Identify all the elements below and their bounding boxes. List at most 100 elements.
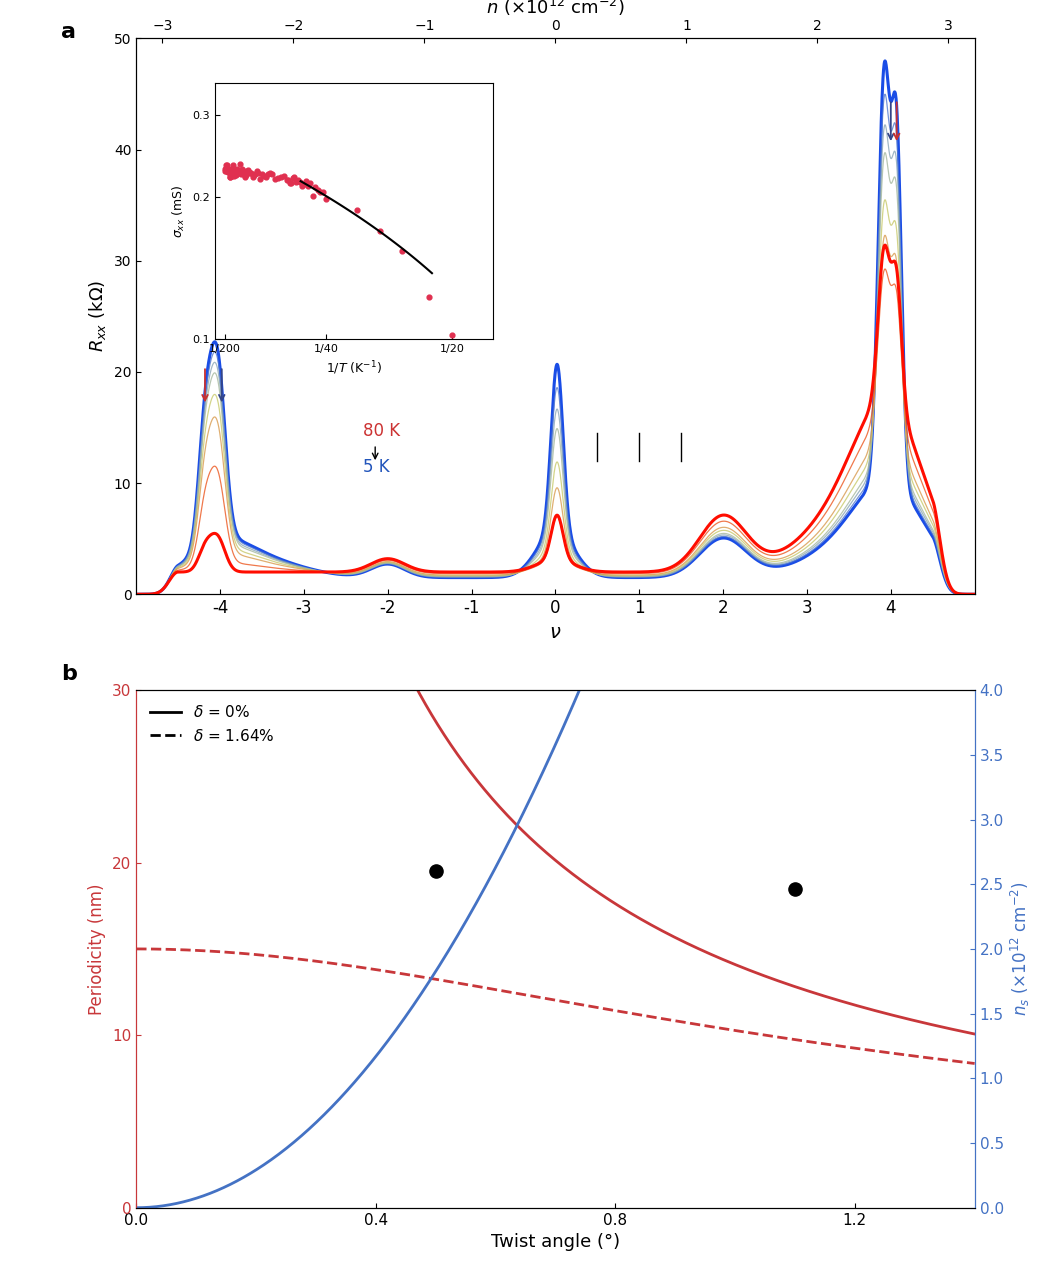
- X-axis label: Twist angle (°): Twist angle (°): [490, 1233, 620, 1251]
- Point: [230, 162, 246, 183]
- Point: [302, 173, 319, 193]
- Point: [284, 167, 301, 188]
- Point: [219, 162, 236, 183]
- Point: [217, 158, 234, 179]
- Point: [312, 181, 329, 202]
- Point: [269, 167, 286, 188]
- Point: [256, 166, 272, 187]
- Point: [318, 189, 334, 210]
- Point: [240, 161, 257, 181]
- Point: [236, 160, 253, 180]
- Point: [219, 157, 236, 178]
- Point: [279, 170, 296, 190]
- Point: [428, 861, 444, 882]
- Point: [222, 162, 239, 183]
- Point: [224, 165, 241, 185]
- Point: [289, 170, 306, 190]
- Point: [235, 164, 252, 184]
- Point: [276, 165, 292, 185]
- Point: [307, 176, 324, 197]
- Text: 5 K: 5 K: [363, 458, 389, 475]
- Point: [220, 158, 237, 179]
- Y-axis label: Periodicity (nm): Periodicity (nm): [88, 883, 107, 1015]
- Point: [293, 175, 310, 196]
- Point: [225, 160, 242, 180]
- Point: [245, 165, 262, 185]
- X-axis label: $\nu$: $\nu$: [549, 622, 562, 642]
- Point: [421, 286, 438, 307]
- Point: [233, 164, 249, 184]
- Point: [218, 155, 235, 175]
- Point: [221, 160, 238, 180]
- Point: [309, 179, 326, 199]
- Point: [291, 171, 308, 192]
- Point: [226, 162, 243, 183]
- Point: [218, 161, 235, 181]
- Point: [288, 171, 305, 192]
- Point: [393, 242, 410, 262]
- Point: [217, 161, 234, 181]
- Point: [234, 158, 250, 179]
- Point: [244, 166, 261, 187]
- Point: [222, 164, 239, 184]
- Point: [242, 162, 259, 183]
- Point: [232, 160, 248, 180]
- Point: [264, 164, 281, 184]
- Point: [238, 161, 255, 181]
- Point: [266, 169, 283, 189]
- Point: [262, 162, 279, 183]
- Legend: $\delta$ = 0%, $\delta$ = 1.64%: $\delta$ = 0%, $\delta$ = 1.64%: [144, 698, 281, 750]
- Point: [217, 158, 234, 179]
- Point: [272, 166, 289, 187]
- Point: [224, 155, 241, 175]
- Point: [231, 162, 247, 183]
- Text: 80 K: 80 K: [363, 423, 399, 441]
- Point: [230, 161, 246, 181]
- Point: [236, 166, 253, 187]
- Point: [220, 162, 237, 183]
- Point: [243, 164, 260, 184]
- Point: [283, 173, 300, 193]
- Point: [248, 161, 265, 181]
- Point: [223, 160, 240, 180]
- Point: [239, 160, 256, 180]
- Point: [247, 165, 264, 185]
- Point: [218, 161, 235, 181]
- Y-axis label: $\sigma_{xx}$ (mS): $\sigma_{xx}$ (mS): [171, 184, 187, 238]
- Point: [349, 199, 366, 220]
- Point: [257, 166, 274, 187]
- Y-axis label: $n_s$ ($\times$10$^{12}$ cm$^{-2}$): $n_s$ ($\times$10$^{12}$ cm$^{-2}$): [1009, 882, 1032, 1016]
- Point: [237, 165, 254, 185]
- Point: [259, 164, 276, 184]
- Point: [227, 165, 244, 185]
- Point: [298, 171, 314, 192]
- Point: [254, 164, 270, 184]
- Point: [227, 160, 244, 180]
- Point: [787, 878, 804, 898]
- Point: [280, 170, 297, 190]
- Point: [232, 153, 248, 174]
- Point: [226, 165, 243, 185]
- Point: [223, 164, 240, 184]
- Point: [304, 185, 321, 206]
- Text: a: a: [61, 22, 75, 42]
- Point: [225, 161, 242, 181]
- Y-axis label: $R_{xx}$ (k$\Omega$): $R_{xx}$ (k$\Omega$): [87, 280, 108, 353]
- X-axis label: 1/$T$ (K$^{-1}$): 1/$T$ (K$^{-1}$): [326, 359, 381, 377]
- Point: [221, 166, 238, 187]
- Point: [372, 221, 389, 242]
- Point: [252, 169, 268, 189]
- Text: b: b: [61, 665, 77, 684]
- Point: [220, 162, 237, 183]
- Point: [250, 162, 267, 183]
- Point: [286, 167, 303, 188]
- Point: [296, 174, 312, 194]
- Point: [228, 158, 245, 179]
- Point: [314, 181, 331, 202]
- X-axis label: $n$ ($\times$10$^{12}$ cm$^{-2}$): $n$ ($\times$10$^{12}$ cm$^{-2}$): [486, 0, 625, 18]
- Point: [300, 176, 316, 197]
- Point: [221, 167, 238, 188]
- Point: [218, 155, 235, 175]
- Point: [443, 326, 460, 346]
- Point: [281, 173, 298, 193]
